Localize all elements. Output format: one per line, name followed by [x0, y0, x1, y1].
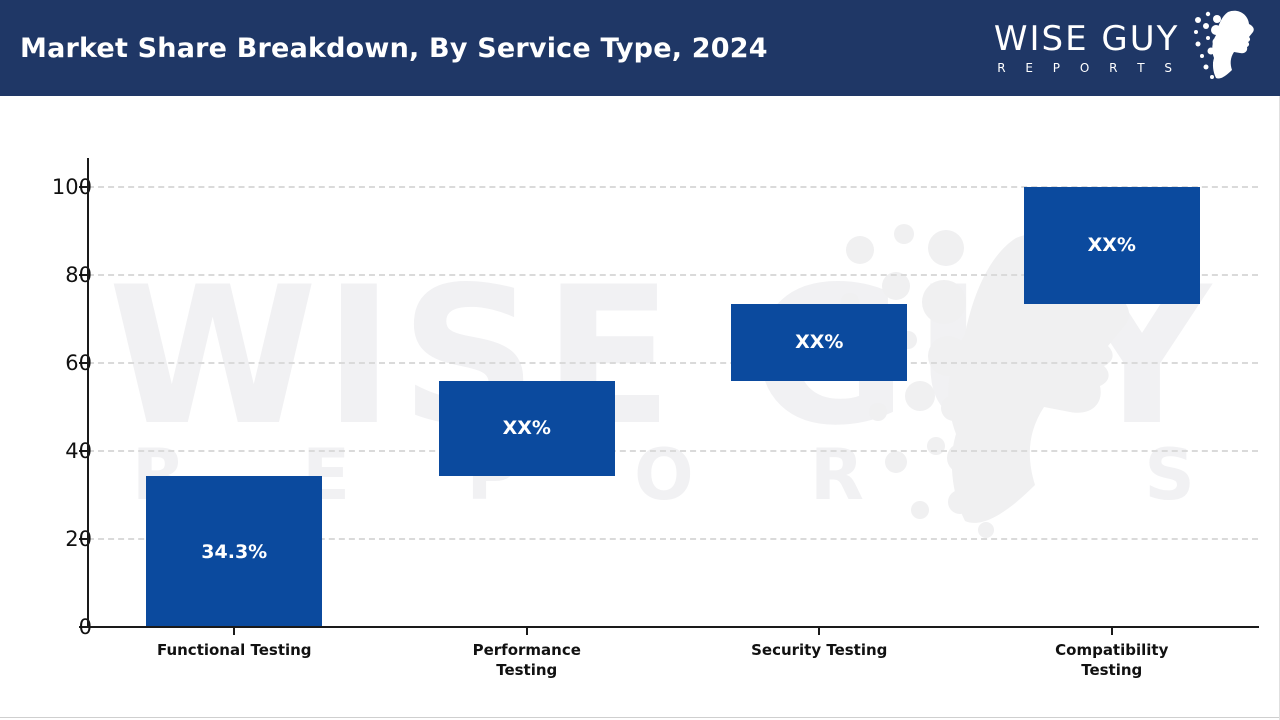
brand-logo: WISE GUY R E P O R T S — [993, 6, 1280, 90]
page-title: Market Share Breakdown, By Service Type,… — [20, 32, 768, 64]
y-tick-100 — [79, 186, 87, 188]
header-bar: Market Share Breakdown, By Service Type,… — [0, 0, 1280, 96]
gridline-y-100 — [88, 186, 1258, 188]
gridline-y-60 — [88, 362, 1258, 364]
y-tick-20 — [79, 538, 87, 540]
bar-4 — [1023, 187, 1200, 304]
gridline-y-80 — [88, 274, 1258, 276]
bar-value-label-2: XX% — [502, 417, 551, 440]
y-tick-0 — [79, 626, 87, 628]
y-tick-label-100: 100 — [51, 175, 92, 199]
bar-1 — [146, 476, 323, 627]
bottom-border-line — [0, 717, 1280, 718]
y-tick-60 — [79, 362, 87, 364]
bar-3 — [731, 303, 908, 381]
brand-name: WISE GUY — [993, 18, 1180, 59]
x-category-label-2: Performance Testing — [472, 641, 581, 680]
y-axis-line — [87, 158, 89, 628]
x-category-label-3: Security Testing — [751, 641, 888, 659]
x-tick-1 — [233, 628, 236, 635]
x-tick-2 — [525, 628, 528, 635]
brand-logo-text: WISE GUY R E P O R T S — [993, 22, 1180, 75]
x-axis-line — [87, 626, 1259, 628]
bar-value-label-3: XX% — [795, 331, 844, 354]
bar-value-label-1: 34.3% — [201, 540, 268, 563]
brand-subtitle: R E P O R T S — [997, 60, 1180, 75]
dotted-head-watermark — [841, 224, 1130, 538]
bar-2 — [438, 380, 615, 477]
x-tick-4 — [1110, 628, 1113, 635]
x-category-label-1: Functional Testing — [156, 641, 312, 659]
dotted-face-profile-icon — [1194, 10, 1254, 79]
bar-value-label-4: XX% — [1087, 234, 1136, 257]
x-category-label-4: Compatibility Testing — [1055, 641, 1169, 680]
gridline-y-40 — [88, 450, 1258, 452]
y-tick-40 — [79, 450, 87, 452]
x-tick-3 — [818, 628, 821, 635]
y-tick-80 — [79, 274, 87, 276]
gridline-y-20 — [88, 538, 1258, 540]
